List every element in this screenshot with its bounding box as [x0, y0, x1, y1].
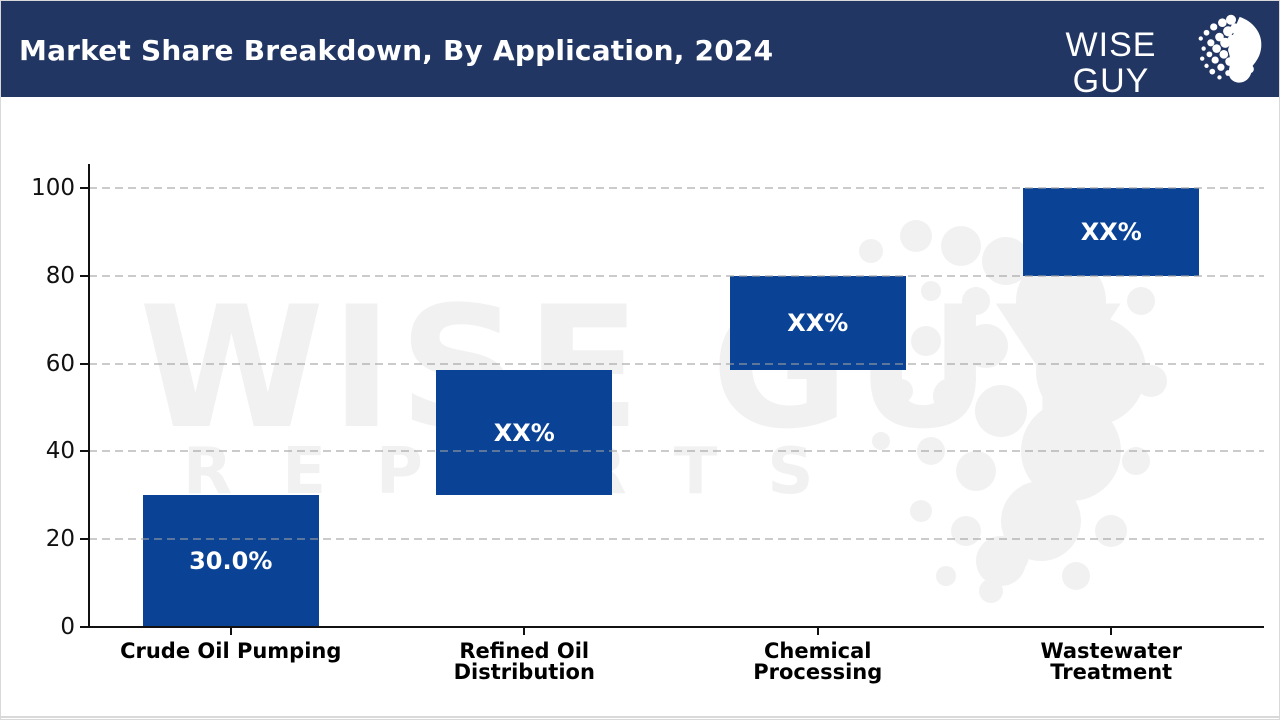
wiseguy-logo: WISE GUY REPORTS — [1027, 5, 1267, 116]
x-category-label-line: Treatment — [1050, 660, 1173, 684]
y-tick-mark — [80, 362, 88, 365]
bar-value-label: XX% — [493, 418, 555, 447]
gridline — [89, 187, 1264, 189]
x-category-label: Refined Oil Distribution — [394, 641, 654, 683]
y-tick-label: 40 — [45, 438, 75, 465]
x-category-label-line: Crude Oil Pumping — [120, 639, 342, 663]
gridline — [89, 362, 1264, 365]
gridline — [89, 450, 1264, 453]
header-bar: Market Share Breakdown, By Application, … — [1, 1, 1279, 116]
x-category-label: Chemical Processing — [688, 641, 948, 683]
x-category-label: Crude Oil Pumping — [101, 641, 361, 662]
x-category-label-line: Distribution — [453, 660, 595, 684]
watermark-wordmark: WISE GUY — [139, 270, 1126, 466]
y-tick-label: 80 — [45, 262, 75, 289]
x-axis-line — [88, 626, 1264, 628]
logo-wordmark: WISE GUY REPORTS — [1027, 27, 1195, 117]
x-category-label-line: Wastewater — [1040, 639, 1183, 663]
x-category-label-line: Processing — [753, 660, 883, 684]
page-title: Market Share Breakdown, By Application, … — [19, 34, 774, 67]
watermark-head-graphic — [859, 220, 1167, 603]
bar-segment — [142, 495, 319, 627]
logo-head-icon — [1198, 14, 1262, 83]
y-tick-label: 100 — [31, 175, 75, 201]
bar-value-label: XX% — [1080, 217, 1142, 246]
y-tick-label: 60 — [45, 350, 75, 377]
y-tick-label: 20 — [45, 526, 75, 553]
y-tick-mark — [80, 450, 88, 453]
bottom-rule — [1, 716, 1279, 718]
x-category-label-line: Chemical — [763, 639, 872, 663]
y-tick-mark — [80, 274, 88, 277]
bar-segment — [1023, 188, 1200, 276]
y-tick-mark — [80, 626, 88, 628]
y-tick-mark — [80, 538, 88, 541]
x-category-label-line: Refined Oil — [459, 639, 590, 663]
y-tick-mark — [80, 187, 88, 189]
gridline — [89, 274, 1264, 277]
logo-wordmark-line2: REPORTS — [1033, 99, 1197, 116]
x-tick-mark — [816, 628, 819, 635]
gridline — [89, 538, 1264, 541]
x-category-label: Wastewater Treatment — [981, 641, 1241, 683]
x-tick-mark — [523, 628, 526, 635]
y-tick-label: 0 — [60, 614, 75, 640]
bar-segment — [729, 275, 906, 370]
bar-segment — [436, 369, 613, 496]
logo-wordmark-line1: WISE GUY — [1065, 26, 1157, 100]
bar-value-label: 30.0% — [189, 547, 273, 576]
y-axis-line — [88, 164, 90, 628]
x-tick-mark — [229, 628, 232, 635]
bar-value-label: XX% — [787, 308, 849, 337]
x-tick-mark — [1110, 628, 1113, 635]
